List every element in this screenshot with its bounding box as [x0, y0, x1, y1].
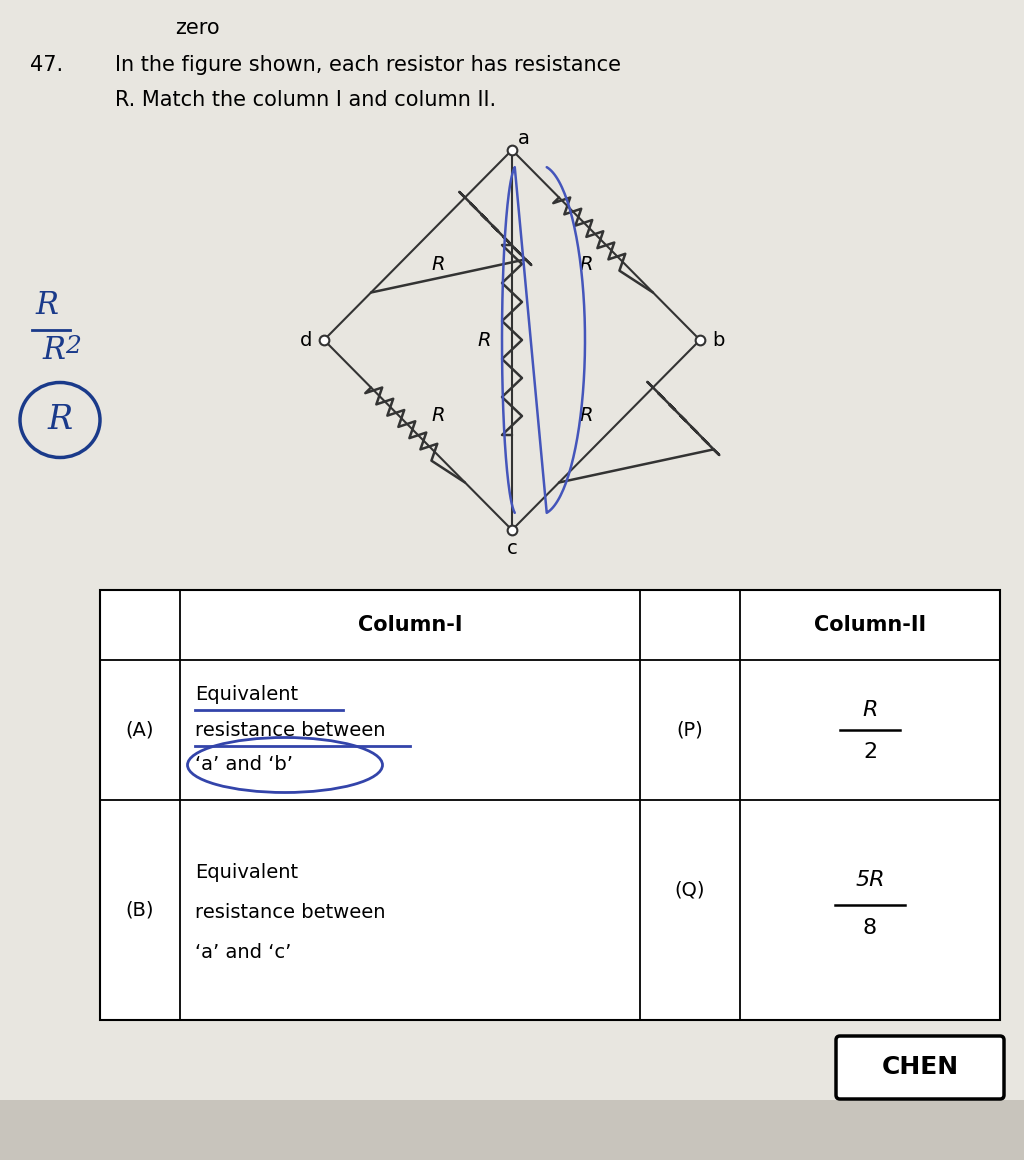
Text: R: R — [477, 331, 490, 349]
Text: a: a — [518, 129, 530, 147]
Text: d: d — [300, 331, 312, 349]
Text: R: R — [47, 404, 73, 436]
Text: R: R — [431, 406, 444, 425]
Text: R: R — [862, 699, 878, 720]
Text: In the figure shown, each resistor has resistance: In the figure shown, each resistor has r… — [115, 55, 621, 75]
Text: R: R — [580, 255, 593, 274]
Text: R. Match the column I and column II.: R. Match the column I and column II. — [115, 90, 496, 110]
Text: resistance between: resistance between — [195, 720, 385, 740]
Text: R: R — [431, 255, 444, 274]
Text: (P): (P) — [677, 720, 703, 740]
Text: 47.: 47. — [30, 55, 63, 75]
FancyBboxPatch shape — [836, 1036, 1004, 1099]
Text: R: R — [35, 290, 58, 321]
Text: R: R — [580, 406, 593, 425]
Text: 8: 8 — [863, 918, 878, 938]
Text: b: b — [712, 331, 724, 349]
Text: Column-I: Column-I — [357, 615, 462, 635]
Text: (Q): (Q) — [675, 880, 706, 899]
Text: CHEN: CHEN — [882, 1056, 958, 1080]
Text: zero: zero — [175, 19, 219, 38]
Text: 5R: 5R — [855, 870, 885, 890]
Text: 2: 2 — [65, 335, 81, 358]
Text: ‘a’ and ‘c’: ‘a’ and ‘c’ — [195, 942, 292, 962]
Text: Column-II: Column-II — [814, 615, 926, 635]
Text: resistance between: resistance between — [195, 902, 385, 921]
Text: c: c — [507, 538, 517, 558]
Text: Equivalent: Equivalent — [195, 863, 298, 882]
Text: ‘a’ and ‘b’: ‘a’ and ‘b’ — [195, 755, 293, 775]
Text: (A): (A) — [126, 720, 155, 740]
Text: R: R — [42, 335, 65, 367]
Text: Equivalent: Equivalent — [195, 686, 298, 704]
Bar — [100, 590, 1000, 1020]
Text: (B): (B) — [126, 900, 155, 920]
Text: 2: 2 — [863, 742, 878, 762]
